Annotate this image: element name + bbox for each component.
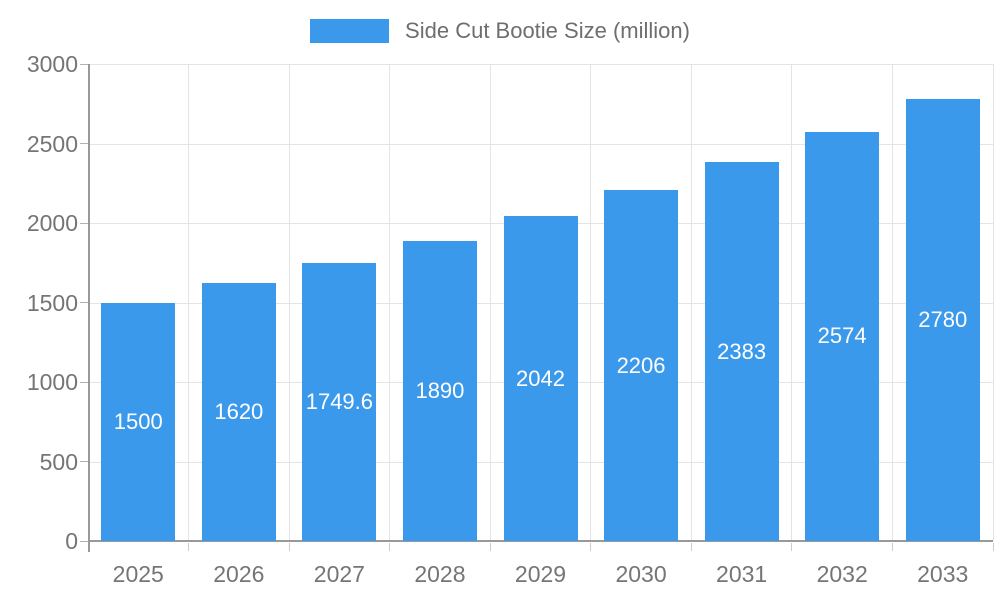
bar-value-label: 1890	[415, 377, 465, 403]
v-gridline	[188, 64, 190, 541]
y-tick-label: 2000	[26, 210, 78, 236]
y-axis-labels: 0 500 1000 1500 2000 2500 3000	[0, 0, 78, 600]
y-tick	[80, 461, 88, 462]
x-tick	[891, 543, 893, 551]
x-tick	[590, 543, 592, 551]
x-tick	[791, 543, 793, 551]
y-tick-label: 1500	[26, 289, 78, 316]
y-tick-label: 0	[65, 528, 78, 554]
bar-value-label: 2574	[817, 323, 867, 349]
x-axis-line	[88, 540, 993, 542]
x-tick-label: 2028	[414, 561, 466, 587]
x-tick	[489, 543, 491, 551]
h-gridline	[88, 64, 993, 65]
bar[interactable]	[604, 190, 679, 541]
y-tick-label: 2500	[26, 130, 78, 157]
x-tick-label: 2033	[917, 561, 969, 587]
x-tick	[188, 543, 190, 551]
legend-swatch	[310, 19, 390, 43]
y-tick-label: 3000	[26, 51, 78, 77]
legend-item[interactable]: Side Cut Bootie Size (million)	[0, 18, 1000, 44]
x-tick	[389, 543, 391, 551]
legend-label: Side Cut Bootie Size (million)	[405, 18, 690, 43]
bar[interactable]	[201, 283, 276, 541]
y-tick	[80, 302, 88, 303]
v-gridline	[590, 64, 592, 541]
v-gridline	[992, 64, 994, 541]
bar-value-label: 2780	[918, 306, 968, 332]
bar-value-label: 2206	[616, 352, 666, 378]
y-tick	[80, 143, 88, 144]
h-gridline	[88, 143, 993, 145]
x-tick	[690, 543, 692, 551]
bar-value-label: 1749.6	[305, 388, 374, 414]
bar-value-label: 2383	[717, 338, 767, 364]
x-tick-label: 2027	[313, 561, 365, 587]
bar[interactable]	[302, 262, 377, 541]
v-gridline	[891, 64, 893, 541]
v-gridline	[791, 64, 793, 541]
plot-area: 1500 1620 1749.6 1890 2042 2206 2383 2574 2780	[80, 63, 994, 552]
v-gridline	[489, 64, 491, 541]
bar[interactable]	[503, 216, 578, 541]
y-tick	[80, 63, 88, 65]
y-tick	[80, 540, 88, 542]
x-tick-label: 2029	[514, 561, 567, 587]
bar[interactable]	[101, 302, 176, 541]
x-tick	[288, 543, 290, 551]
x-tick	[992, 543, 994, 551]
bar-value-label: 2042	[516, 365, 565, 391]
x-tick-label: 2030	[615, 561, 667, 587]
y-tick	[80, 381, 88, 383]
y-tick	[80, 222, 88, 224]
x-tick-label: 2032	[816, 561, 868, 587]
x-tick-label: 2026	[213, 561, 265, 587]
bar[interactable]	[704, 162, 779, 541]
bar-value-label: 1620	[214, 399, 264, 425]
bar[interactable]	[805, 131, 880, 541]
y-tick-label: 500	[39, 448, 78, 475]
y-axis-line	[88, 64, 90, 552]
bar-value-label: 1500	[113, 408, 163, 434]
x-tick-label: 2031	[716, 561, 768, 587]
x-tick-label: 2025	[112, 561, 164, 587]
v-gridline	[690, 64, 692, 541]
x-axis-labels: 2025 2026 2027 2028 2029 2030 2031 2032 2033	[88, 560, 993, 592]
v-gridline	[288, 64, 290, 541]
y-tick-label: 1000	[26, 369, 78, 395]
v-gridline	[389, 64, 391, 541]
bar[interactable]	[905, 98, 980, 541]
bar[interactable]	[402, 240, 477, 541]
